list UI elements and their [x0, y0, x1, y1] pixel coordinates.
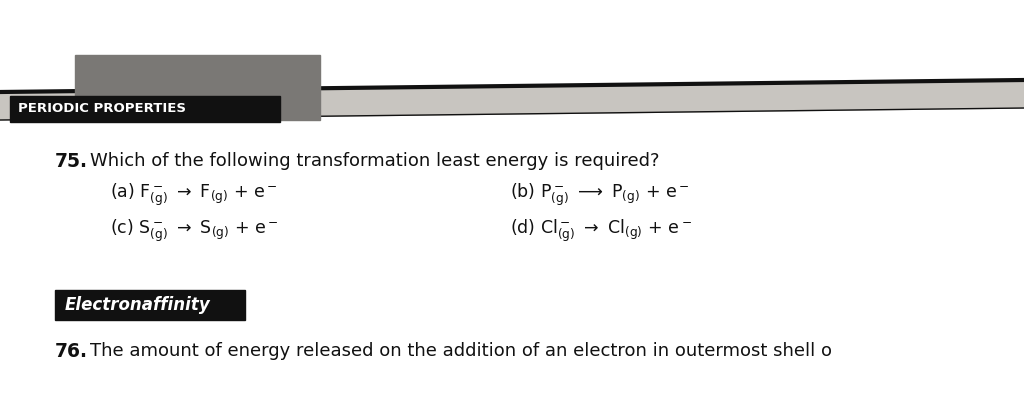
- Text: (b) $\mathdefault{P^-_{(g)}}$ $\longrightarrow$ $\mathdefault{P_{(g)}}$ + $\math: (b) $\mathdefault{P^-_{(g)}}$ $\longrigh…: [510, 182, 689, 208]
- Bar: [55, 290, 245, 320]
- Text: The amount of energy released on the addition of an electron in outermost shell : The amount of energy released on the add…: [90, 342, 831, 360]
- Text: Which of the following transformation least energy is required?: Which of the following transformation le…: [90, 152, 659, 170]
- Text: (a) $\mathdefault{F^-_{(g)}}$ $\rightarrow$ $\mathdefault{F_{(g)}}$ + $\mathdefa: (a) $\mathdefault{F^-_{(g)}}$ $\rightarr…: [110, 182, 278, 208]
- Polygon shape: [0, 80, 1024, 120]
- Text: 75.: 75.: [55, 152, 88, 171]
- Text: 76.: 76.: [55, 342, 88, 361]
- Bar: [10, 96, 280, 122]
- Bar: [75, 55, 319, 120]
- Text: (c) $\mathdefault{S^-_{(g)}}$ $\rightarrow$ $\mathdefault{S_{(g)}}$ + $\mathdefa: (c) $\mathdefault{S^-_{(g)}}$ $\rightarr…: [110, 218, 279, 244]
- Text: Electronaffinity: Electronaffinity: [65, 296, 211, 314]
- Text: PERIODIC PROPERTIES: PERIODIC PROPERTIES: [18, 102, 186, 116]
- Text: (d) $\mathdefault{Cl^-_{(g)}}$ $\rightarrow$ $\mathdefault{Cl_{(g)}}$ + $\mathde: (d) $\mathdefault{Cl^-_{(g)}}$ $\rightar…: [510, 218, 692, 244]
